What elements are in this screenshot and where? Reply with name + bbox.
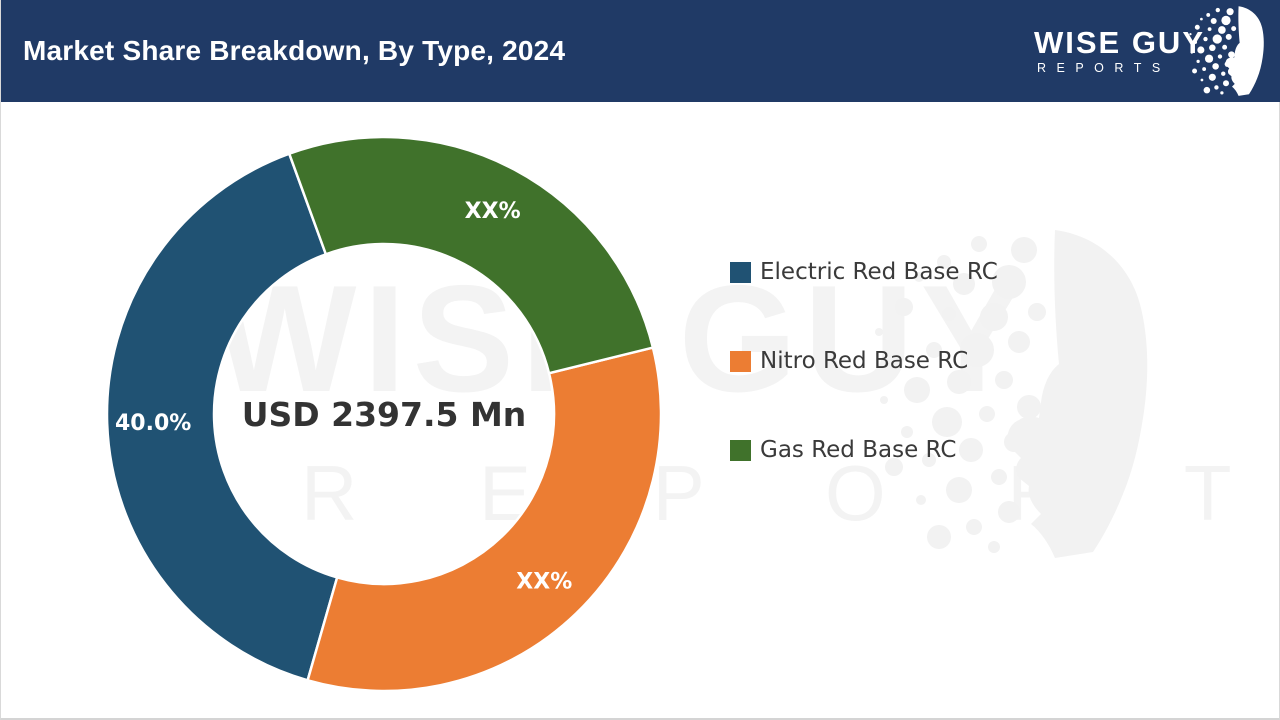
legend-item-gas-red-base-rc: Gas Red Base RC: [730, 435, 998, 465]
header-bar: Market Share Breakdown, By Type, 2024 WI…: [1, 0, 1280, 102]
brand-logo: WISE GUY REPORTS: [1034, 5, 1267, 97]
donut-center-value: USD 2397.5 Mn: [242, 395, 527, 434]
dotted-head-icon: [1189, 5, 1264, 96]
legend-swatch: [730, 350, 751, 372]
pie-slice-nitro-red-base-rc: [306, 346, 663, 693]
legend-label: Nitro Red Base RC: [760, 348, 969, 374]
brand-subtitle: REPORTS: [1036, 61, 1171, 76]
legend-swatch: [730, 261, 751, 283]
brand-name: WISE GUY: [1033, 25, 1205, 61]
brand-wordmark: WISE GUY REPORTS: [1034, 27, 1205, 75]
legend-label: Electric Red Base RC: [760, 259, 998, 285]
page-title: Market Share Breakdown, By Type, 2024: [23, 35, 566, 66]
legend-item-nitro-red-base-rc: Nitro Red Base RC: [730, 346, 998, 376]
legend-item-electric-red-base-rc: Electric Red Base RC: [730, 257, 998, 287]
slice-percent-label: 40.0%: [115, 411, 191, 436]
legend-label: Gas Red Base RC: [760, 437, 957, 463]
pie-slice-gas-red-base-rc: [287, 135, 655, 375]
pie-slice-electric-red-base-rc: [105, 152, 339, 682]
slice-percent-label: XX%: [516, 569, 572, 594]
slice-percent-label: XX%: [465, 199, 521, 224]
chart-legend: Electric Red Base RC Nitro Red Base RC Gas…: [730, 257, 998, 524]
legend-swatch: [730, 439, 751, 461]
